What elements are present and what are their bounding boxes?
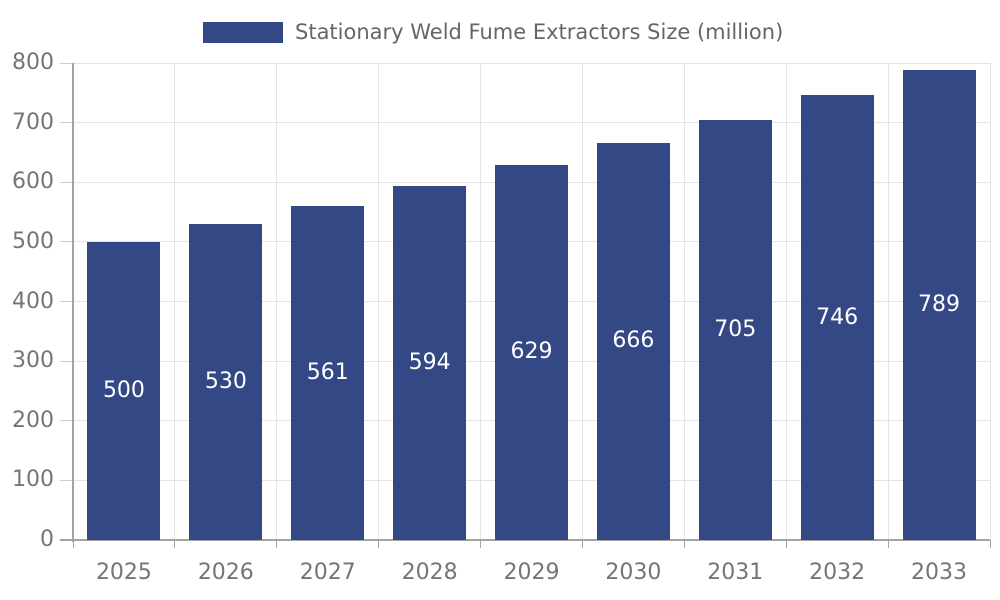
bar-value-label: 530 — [204, 368, 247, 394]
x-axis-tick — [480, 540, 482, 548]
y-axis-tick-label: 600 — [12, 169, 54, 195]
y-axis-tick-label: 300 — [12, 348, 54, 374]
x-axis-tick-label[interactable]: 2033 — [911, 560, 968, 585]
x-axis-tick — [378, 540, 380, 548]
y-axis-tick-label: 0 — [40, 527, 54, 552]
x-axis-tick — [174, 540, 176, 548]
x-axis-tick-label[interactable]: 2025 — [95, 560, 152, 585]
y-axis-tick — [60, 420, 73, 422]
gridline-vertical — [378, 63, 380, 540]
x-axis-tick-label[interactable]: 2030 — [605, 560, 662, 585]
bar-2025[interactable] — [87, 241, 161, 540]
bar-2027[interactable] — [291, 205, 365, 540]
bar-value-label: 594 — [408, 349, 451, 375]
bar-2031[interactable] — [698, 119, 772, 540]
x-axis-tick-label[interactable]: 2026 — [197, 560, 254, 585]
gridline-vertical — [887, 63, 889, 540]
y-axis-line — [72, 63, 74, 542]
bar-value-label: 705 — [714, 316, 757, 342]
y-axis-tick — [60, 62, 73, 64]
bar-2032[interactable] — [800, 95, 874, 540]
gridline-vertical — [989, 63, 991, 540]
x-axis-tick-label[interactable]: 2029 — [503, 560, 560, 585]
y-axis-tick — [60, 241, 73, 243]
x-axis-tick-label[interactable]: 2027 — [299, 560, 356, 585]
bar-2028[interactable] — [393, 185, 467, 540]
y-axis-tick-label: 400 — [12, 288, 54, 314]
x-axis-tick-label[interactable]: 2031 — [707, 560, 764, 585]
bar-2030[interactable] — [596, 142, 670, 540]
gridline-vertical — [683, 63, 685, 540]
gridline-vertical — [480, 63, 482, 540]
y-axis-tick — [60, 301, 73, 302]
y-axis-tick-label: 100 — [12, 467, 54, 493]
y-axis-tick — [60, 360, 73, 362]
y-axis-tick — [60, 181, 73, 183]
x-axis-tick — [989, 540, 991, 548]
bar-2026[interactable] — [189, 223, 263, 540]
y-axis-tick-label: 700 — [12, 109, 54, 135]
gridline-vertical — [785, 63, 787, 540]
x-axis-tick-label[interactable]: 2028 — [401, 560, 458, 585]
bar-value-label: 561 — [306, 359, 349, 385]
bar-2029[interactable] — [495, 164, 568, 540]
y-axis-tick-label: 500 — [12, 228, 54, 254]
y-axis-tick — [60, 479, 73, 481]
legend-swatch[interactable] — [203, 22, 283, 43]
bar-value-label: 500 — [102, 377, 145, 403]
x-axis-tick-label[interactable]: 2032 — [809, 560, 866, 585]
gridline-vertical — [276, 63, 278, 540]
gridline-horizontal — [73, 122, 990, 124]
bar-value-label: 666 — [612, 328, 655, 354]
bar-2033[interactable] — [902, 69, 976, 540]
y-axis-tick-label: 800 — [12, 50, 54, 75]
gridline-horizontal — [73, 62, 990, 64]
bar-value-label: 789 — [918, 291, 961, 317]
x-axis-line — [60, 539, 990, 541]
gridline-vertical — [581, 63, 583, 540]
x-axis-tick — [276, 540, 278, 548]
bar-value-label: 746 — [816, 304, 859, 330]
bar-value-label: 629 — [510, 339, 553, 365]
x-axis-tick — [683, 540, 685, 548]
y-axis-tick — [60, 122, 73, 124]
x-axis-tick — [72, 540, 74, 548]
x-axis-tick — [887, 540, 889, 548]
legend-label[interactable]: Stationary Weld Fume Extractors Size (mi… — [295, 20, 784, 44]
x-axis-tick — [785, 540, 787, 548]
x-axis-tick — [581, 540, 583, 548]
y-axis-tick-label: 200 — [12, 407, 54, 433]
gridline-vertical — [174, 63, 176, 540]
